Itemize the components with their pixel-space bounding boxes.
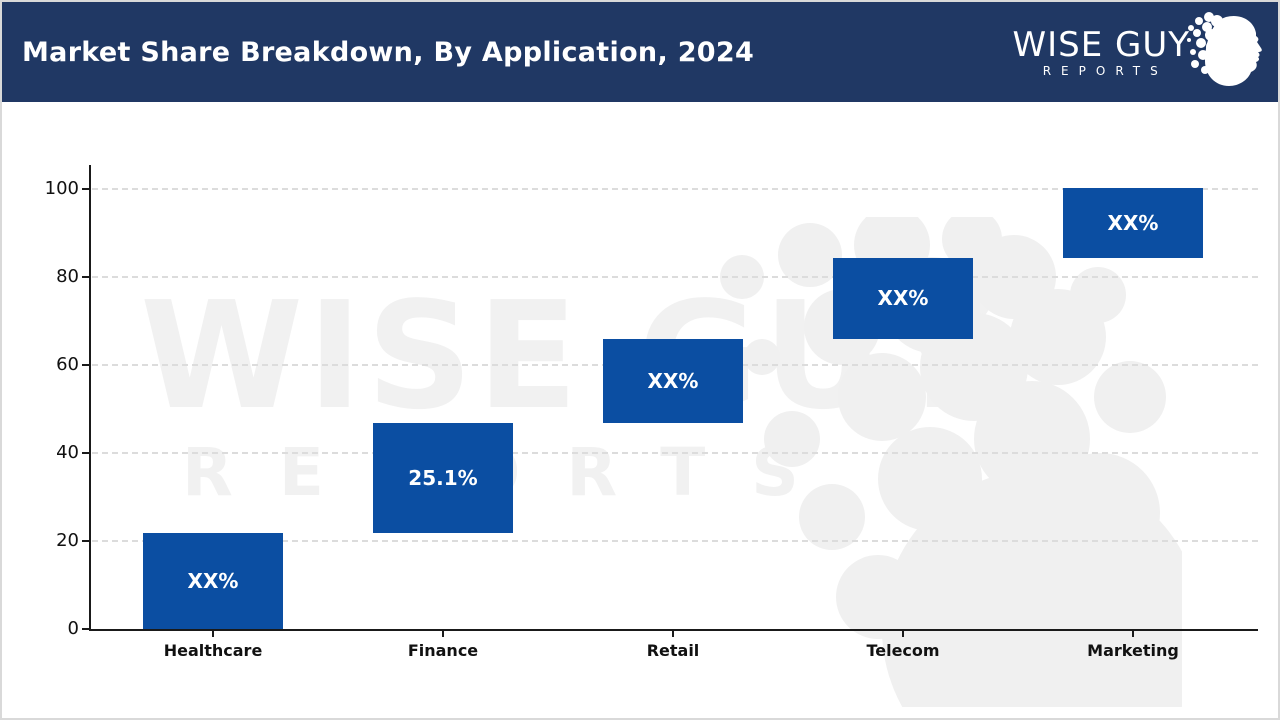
x-category-label-retail: Retail (646, 641, 700, 660)
y-tick-label-100: 100 (44, 178, 79, 199)
x-category-label-telecom: Telecom (866, 641, 940, 660)
x-axis-line (89, 629, 1258, 631)
y-tick-40 (82, 452, 89, 454)
bar-value-label: XX% (877, 286, 929, 311)
x-category-label-finance: Finance (407, 641, 479, 660)
header: Market Share Breakdown, By Application, … (2, 2, 1278, 102)
bar-marketing: XX% (1063, 188, 1203, 258)
bar-telecom: XX% (833, 257, 973, 340)
brand-subname: REPORTS (1042, 63, 1168, 78)
y-tick-label-20: 20 (56, 530, 79, 551)
gridline-100 (92, 188, 1258, 190)
x-category-label-marketing: Marketing (1087, 641, 1179, 660)
x-tick-retail (672, 630, 674, 637)
bar-finance: 25.1% (373, 422, 513, 534)
bar-healthcare: XX% (143, 533, 283, 629)
y-tick-label-0: 0 (67, 618, 79, 639)
y-tick-100 (82, 188, 89, 190)
brand-face-icon (1187, 12, 1262, 87)
brand-logo: WISE GUY REPORTS (1012, 12, 1268, 92)
y-tick-60 (82, 364, 89, 366)
gridline-80 (92, 276, 1258, 278)
y-tick-80 (82, 276, 89, 278)
x-category-label-healthcare: Healthcare (163, 641, 263, 660)
brand-logo-text: WISE GUY REPORTS (1012, 27, 1190, 78)
y-tick-20 (82, 540, 89, 542)
x-tick-finance (442, 630, 444, 637)
gridline-40 (92, 452, 1258, 454)
y-axis-line (89, 165, 91, 631)
bar-value-label: XX% (647, 368, 699, 393)
bar-value-label: XX% (1107, 210, 1159, 235)
x-tick-marketing (1132, 630, 1134, 637)
y-tick-label-60: 60 (56, 354, 79, 375)
y-tick-0 (82, 628, 89, 630)
x-tick-telecom (902, 630, 904, 637)
x-tick-healthcare (212, 630, 214, 637)
y-tick-label-40: 40 (56, 442, 79, 463)
bar-retail: XX% (603, 339, 743, 423)
y-tick-label-80: 80 (56, 266, 79, 287)
bar-value-label: 25.1% (408, 465, 478, 490)
page-title: Market Share Breakdown, By Application, … (22, 36, 755, 68)
gridline-20 (92, 540, 1258, 542)
bar-value-label: XX% (187, 569, 239, 594)
brand-name: WISE GUY (1012, 24, 1190, 65)
